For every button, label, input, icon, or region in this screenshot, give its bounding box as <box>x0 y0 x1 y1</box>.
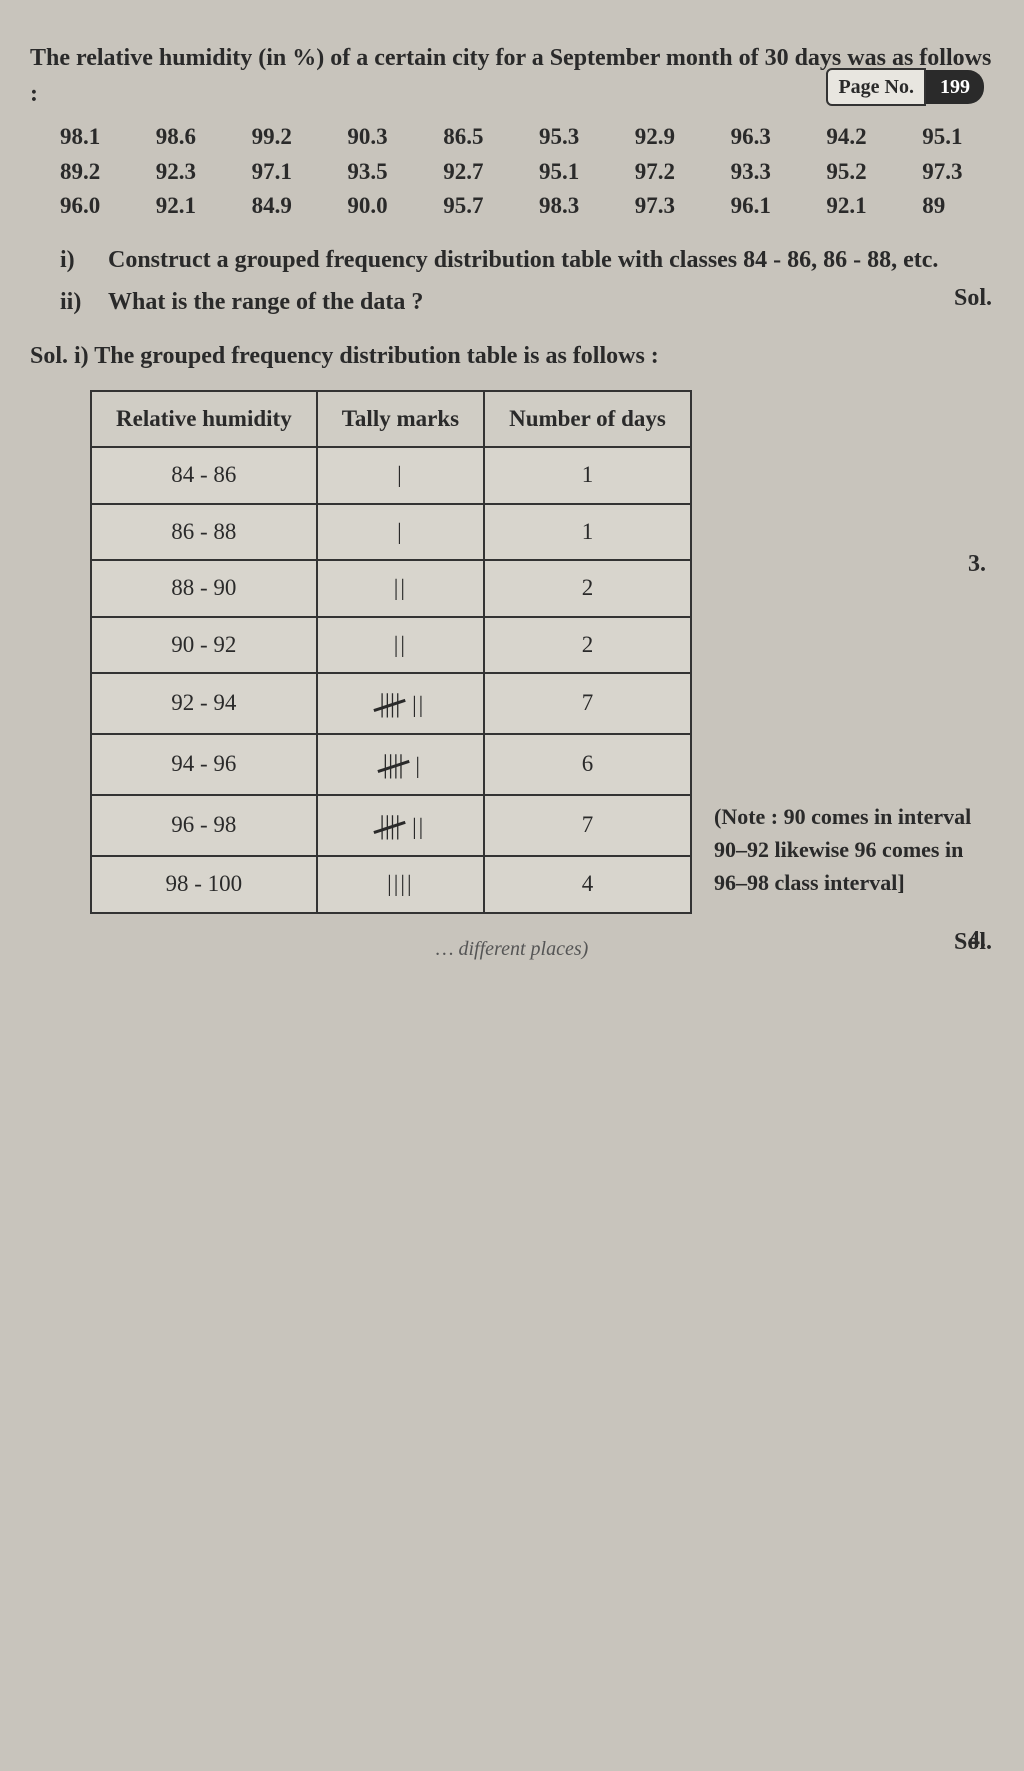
data-value: 96.1 <box>731 189 803 224</box>
frequency-count: 4 <box>484 856 691 913</box>
question-list: i) Construct a grouped frequency distrib… <box>60 242 994 320</box>
footer-hint: … different places) <box>30 934 994 964</box>
data-value: 94.2 <box>826 120 898 155</box>
data-value: 92.9 <box>635 120 707 155</box>
data-value: 90.3 <box>347 120 419 155</box>
page-content: The relative humidity (in %) of a certai… <box>30 40 994 964</box>
data-value: 89.2 <box>60 155 132 190</box>
question-i: i) Construct a grouped frequency distrib… <box>60 242 994 278</box>
data-value: 98.1 <box>60 120 132 155</box>
data-value: 92.1 <box>826 189 898 224</box>
data-value: 96.0 <box>60 189 132 224</box>
tally-marks: | <box>317 504 484 561</box>
question-marker: ii) <box>60 284 96 320</box>
tally-marks: || <box>317 617 484 674</box>
data-value: 84.9 <box>252 189 324 224</box>
class-interval: 84 - 86 <box>91 447 317 504</box>
col-number-of-days: Number of days <box>484 391 691 448</box>
side-3: 3. <box>968 546 986 582</box>
page-label: Page No. <box>826 68 926 106</box>
col-relative-humidity: Relative humidity <box>91 391 317 448</box>
data-value: 95.7 <box>443 189 515 224</box>
data-value: 92.3 <box>156 155 228 190</box>
question-text: Construct a grouped frequency distributi… <box>108 242 938 278</box>
table-row: 84 - 86|1 <box>91 447 691 504</box>
frequency-table: Relative humidity Tally marks Number of … <box>90 390 692 914</box>
col-tally-marks: Tally marks <box>317 391 484 448</box>
tally-marks: || <box>317 560 484 617</box>
data-value: 99.2 <box>252 120 324 155</box>
frequency-count: 7 <box>484 795 691 856</box>
class-interval: 88 - 90 <box>91 560 317 617</box>
page-number: 199 <box>926 70 984 104</box>
table-row: 90 - 92||2 <box>91 617 691 674</box>
data-value: 97.2 <box>635 155 707 190</box>
side-4: 4. <box>968 922 986 958</box>
solution-intro: Sol. i) The grouped frequency distributi… <box>30 338 994 374</box>
data-value: 98.3 <box>539 189 611 224</box>
data-value: 96.3 <box>731 120 803 155</box>
data-value: 93.5 <box>347 155 419 190</box>
data-value: 97.1 <box>252 155 324 190</box>
data-value: 97.3 <box>635 189 707 224</box>
tally-marks: |||| | <box>317 734 484 795</box>
tally-marks: |||| <box>317 856 484 913</box>
table-row: 94 - 96|||| |6 <box>91 734 691 795</box>
table-row: 86 - 88|1 <box>91 504 691 561</box>
class-interval: 96 - 98 <box>91 795 317 856</box>
question-text: What is the range of the data ? <box>108 284 423 320</box>
data-value: 86.5 <box>443 120 515 155</box>
class-interval: 98 - 100 <box>91 856 317 913</box>
question-ii: ii) What is the range of the data ? <box>60 284 994 320</box>
note-text: (Note : 90 comes in interval 90–92 likew… <box>714 800 984 899</box>
table-row: 98 - 100||||4 <box>91 856 691 913</box>
solution-label: Sol. <box>30 343 68 369</box>
class-interval: 92 - 94 <box>91 673 317 734</box>
class-interval: 94 - 96 <box>91 734 317 795</box>
humidity-data-grid: 98.1 98.6 99.2 90.3 86.5 95.3 92.9 96.3 94.2 95.1… <box>60 120 994 224</box>
data-value: 89 <box>922 189 994 224</box>
data-value: 97.3 <box>922 155 994 190</box>
data-value: 95.2 <box>826 155 898 190</box>
frequency-count: 1 <box>484 504 691 561</box>
frequency-count: 2 <box>484 560 691 617</box>
class-interval: 90 - 92 <box>91 617 317 674</box>
solution-marker: i) <box>74 343 89 369</box>
table-row: 88 - 90||2 <box>91 560 691 617</box>
data-value: 92.7 <box>443 155 515 190</box>
data-value: 93.3 <box>731 155 803 190</box>
data-value: 92.1 <box>156 189 228 224</box>
tally-marks: |||| || <box>317 795 484 856</box>
table-header-row: Relative humidity Tally marks Number of … <box>91 391 691 448</box>
data-value: 95.1 <box>922 120 994 155</box>
page-number-badge: Page No. 199 <box>826 68 984 106</box>
table-row: 96 - 98|||| ||7 <box>91 795 691 856</box>
question-marker: i) <box>60 242 96 278</box>
data-value: 95.3 <box>539 120 611 155</box>
frequency-count: 6 <box>484 734 691 795</box>
tally-marks: | <box>317 447 484 504</box>
data-value: 90.0 <box>347 189 419 224</box>
side-sol-1: Sol. <box>954 280 992 316</box>
solution-text: The grouped frequency distribution table… <box>94 343 659 369</box>
data-value: 98.6 <box>156 120 228 155</box>
class-interval: 86 - 88 <box>91 504 317 561</box>
frequency-count: 2 <box>484 617 691 674</box>
table-row: 92 - 94|||| ||7 <box>91 673 691 734</box>
tally-marks: |||| || <box>317 673 484 734</box>
data-value: 95.1 <box>539 155 611 190</box>
frequency-count: 1 <box>484 447 691 504</box>
frequency-count: 7 <box>484 673 691 734</box>
